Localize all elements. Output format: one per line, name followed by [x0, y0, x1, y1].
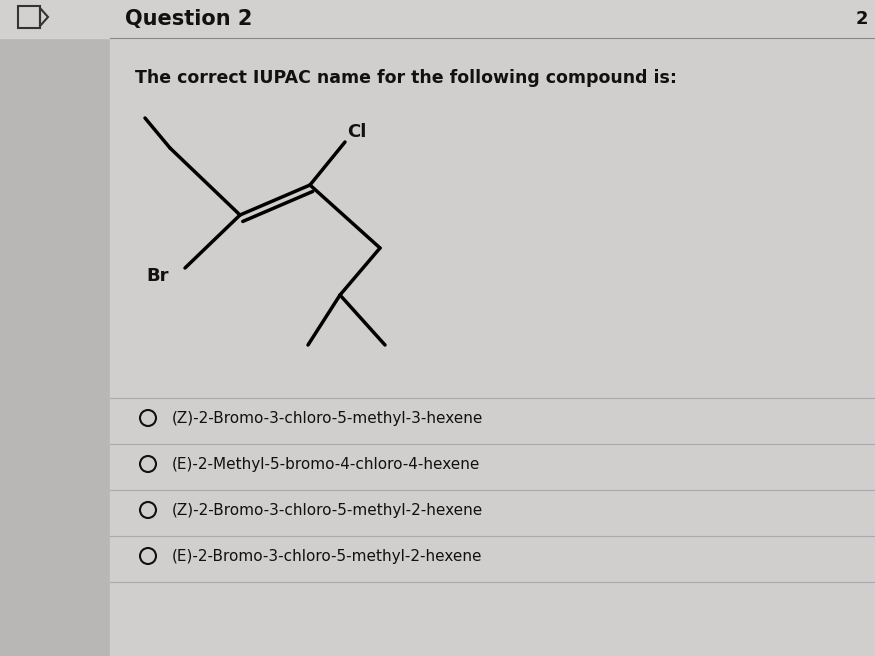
Text: Question 2: Question 2 [125, 9, 252, 29]
Circle shape [140, 502, 156, 518]
Circle shape [140, 410, 156, 426]
Text: (Z)-2-Bromo-3-chloro-5-methyl-3-hexene: (Z)-2-Bromo-3-chloro-5-methyl-3-hexene [172, 411, 483, 426]
Bar [0, 0, 875, 38]
Bar [0, 0, 110, 656]
Bar [18, 6, 40, 28]
Text: Br: Br [146, 267, 169, 285]
Text: (E)-2-Methyl-5-bromo-4-chloro-4-hexene: (E)-2-Methyl-5-bromo-4-chloro-4-hexene [172, 457, 480, 472]
Text: (E)-2-Bromo-3-chloro-5-methyl-2-hexene: (E)-2-Bromo-3-chloro-5-methyl-2-hexene [172, 548, 482, 564]
Text: Cl: Cl [347, 123, 367, 141]
Text: (Z)-2-Bromo-3-chloro-5-methyl-2-hexene: (Z)-2-Bromo-3-chloro-5-methyl-2-hexene [172, 502, 483, 518]
Text: The correct IUPAC name for the following compound is:: The correct IUPAC name for the following… [135, 69, 677, 87]
Circle shape [140, 456, 156, 472]
Circle shape [140, 548, 156, 564]
Bar [110, 38, 875, 656]
Text: 2: 2 [856, 10, 868, 28]
